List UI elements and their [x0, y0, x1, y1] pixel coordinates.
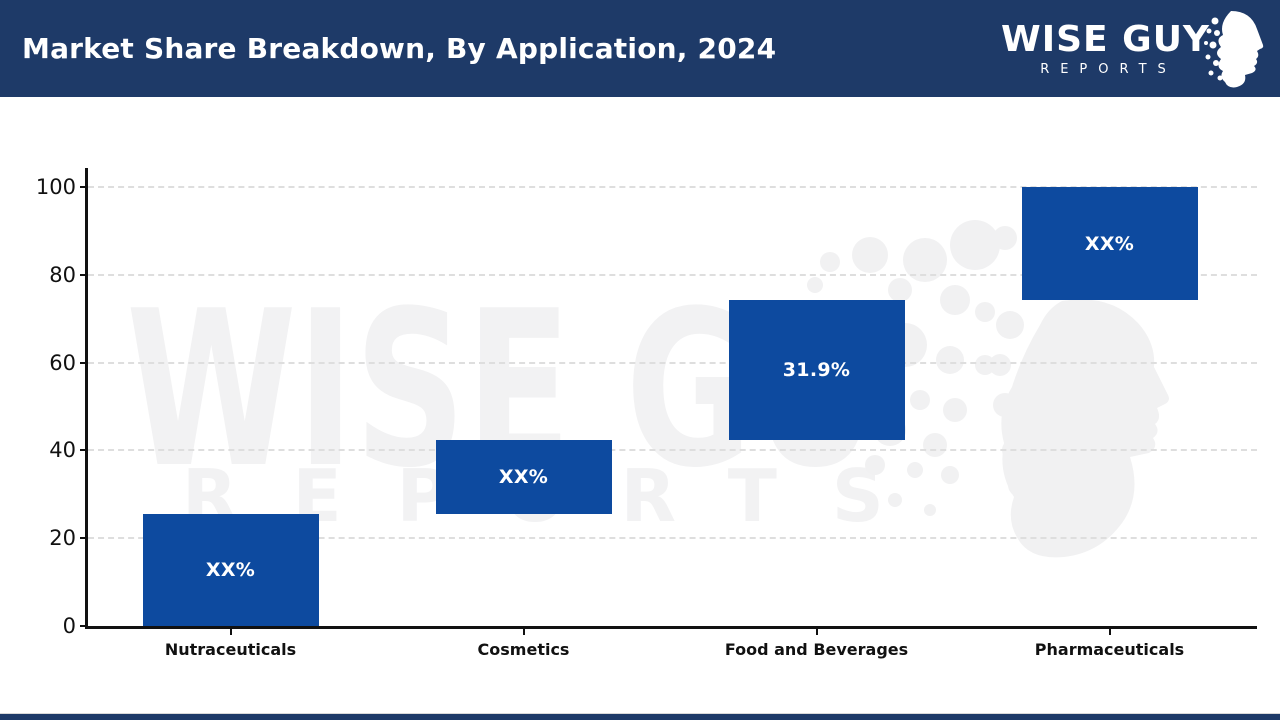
- x-tick-label-pharmaceuticals: Pharmaceuticals: [1034, 640, 1185, 659]
- y-tick-label-40: 40: [49, 438, 76, 463]
- y-tick-20: [80, 537, 88, 540]
- gridline-100: [88, 186, 1257, 188]
- x-axis-line: [85, 626, 1257, 629]
- bar-nutraceuticals: XX%: [142, 514, 319, 626]
- y-tick-60: [80, 361, 88, 364]
- x-tick-label-food-and-beverages: Food and Beverages: [724, 640, 909, 659]
- bar-food-and-beverages: 31.9%: [728, 300, 905, 441]
- brand-logo: WISE GUY REPORTS: [1001, 6, 1266, 92]
- footer-strip: [0, 714, 1280, 720]
- y-tick-label-80: 80: [49, 262, 76, 287]
- y-axis-line: [85, 168, 88, 629]
- y-tick-80: [80, 273, 88, 276]
- x-tick-food-and-beverages: [815, 629, 818, 635]
- gridline-20: [88, 537, 1257, 540]
- footer-hairline: [0, 713, 1280, 714]
- gridline-60: [88, 361, 1257, 364]
- brand-name: WISE GUY: [1000, 18, 1210, 60]
- x-tick-label-cosmetics: Cosmetics: [477, 640, 570, 659]
- gridline-80: [88, 273, 1257, 276]
- y-tick-0: [80, 625, 88, 627]
- brand-subname: REPORTS: [1040, 61, 1177, 77]
- x-tick-cosmetics: [522, 629, 525, 635]
- y-tick-label-60: 60: [49, 350, 76, 375]
- wiseguy-head-icon: [1204, 11, 1264, 88]
- gridline-40: [88, 449, 1257, 452]
- x-tick-pharmaceuticals: [1108, 629, 1111, 635]
- y-tick-40: [80, 449, 88, 452]
- page-title: Market Share Breakdown, By Application, …: [22, 32, 777, 65]
- y-tick-label-100: 100: [35, 175, 76, 199]
- bar-value-label: XX%: [498, 466, 549, 489]
- x-tick-nutraceuticals: [229, 629, 232, 635]
- header-bar: Market Share Breakdown, By Application, …: [0, 0, 1280, 97]
- x-tick-label-nutraceuticals: Nutraceuticals: [164, 640, 297, 659]
- bar-pharmaceuticals: XX%: [1021, 187, 1198, 301]
- y-tick-100: [80, 186, 88, 188]
- bar-cosmetics: XX%: [435, 440, 612, 515]
- brand-text: WISE GUY REPORTS: [1000, 18, 1210, 77]
- y-tick-label-20: 20: [49, 526, 76, 551]
- bar-value-label: 31.9%: [782, 359, 851, 382]
- bar-value-label: XX%: [205, 559, 256, 582]
- bar-value-label: XX%: [1084, 232, 1135, 255]
- y-tick-label-0: 0: [62, 614, 76, 638]
